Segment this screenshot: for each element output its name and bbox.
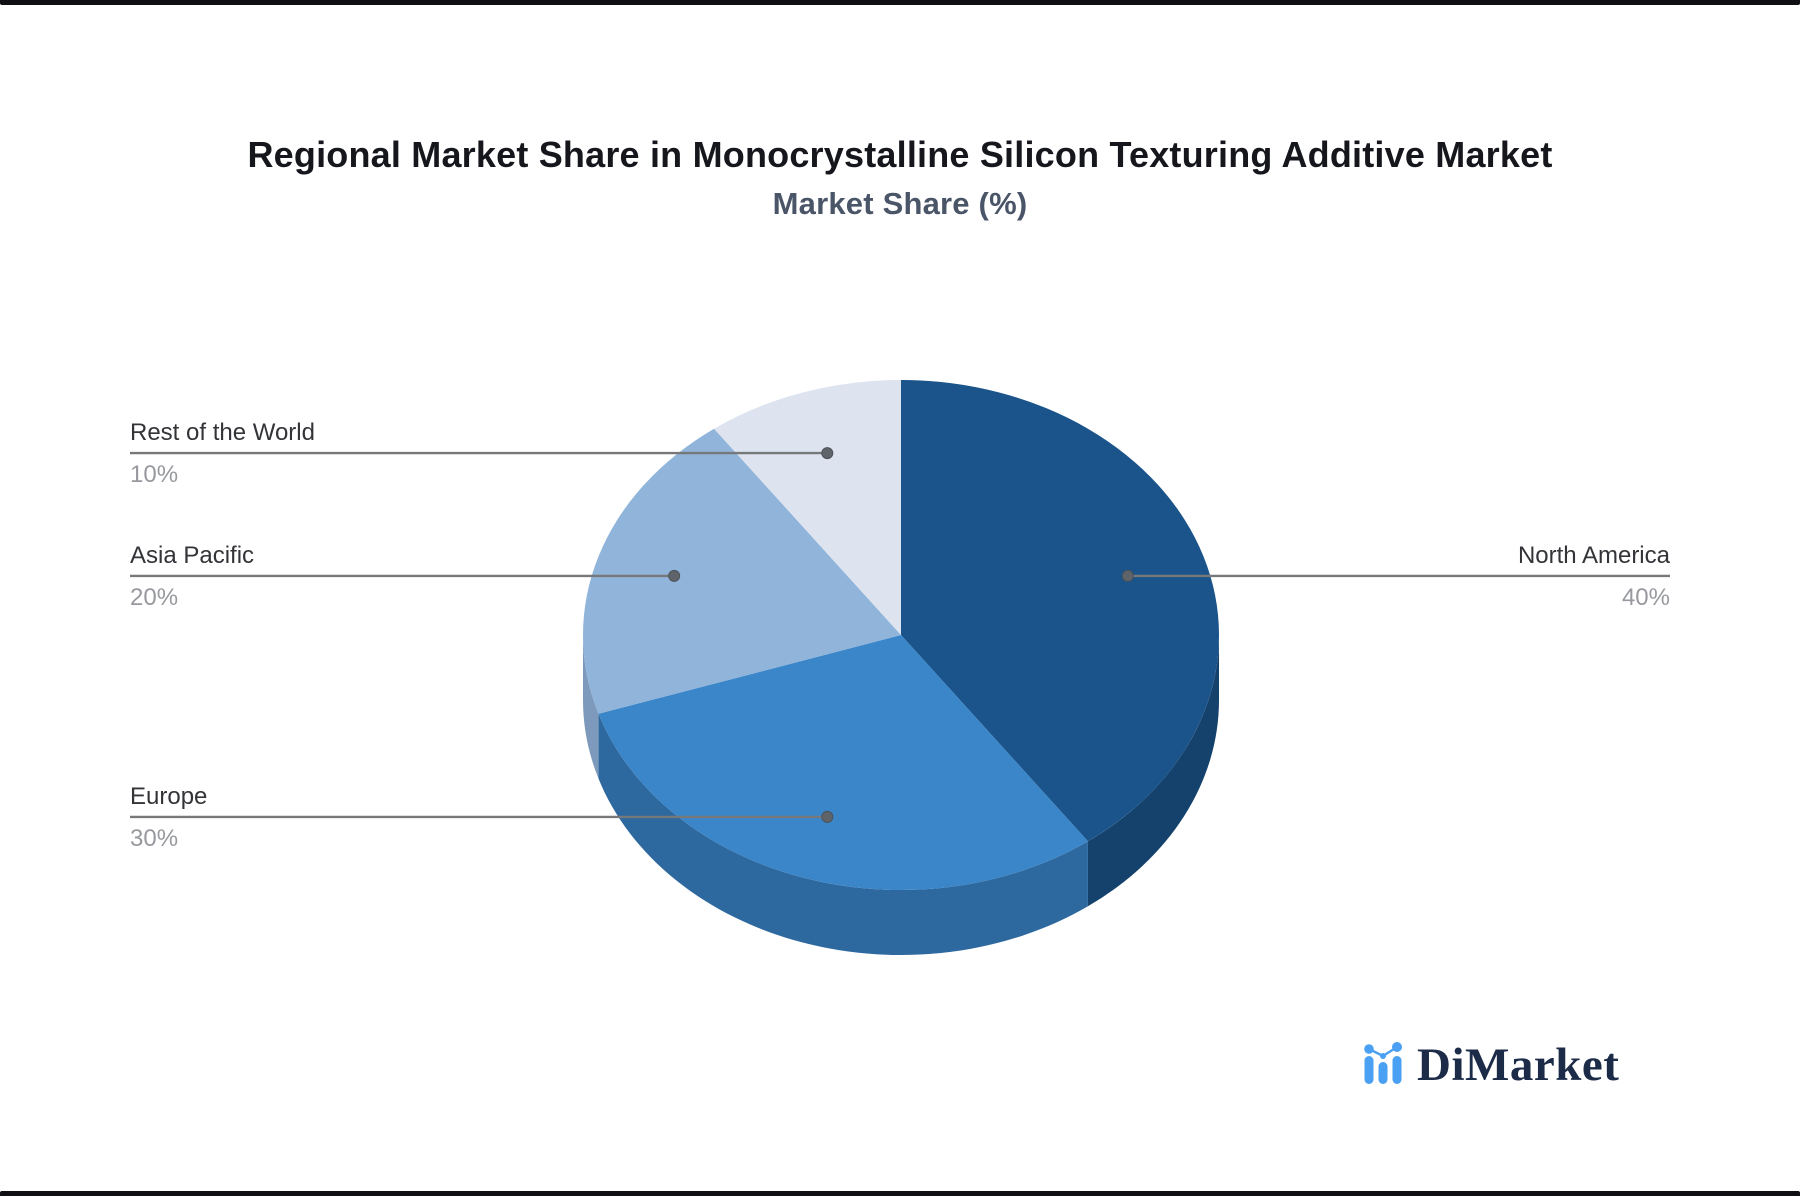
dimarket-logo-text: DiMarket [1417, 1039, 1620, 1091]
leader-dot-rest-of-the-world [821, 447, 834, 460]
logo-bar-2 [1378, 1062, 1388, 1084]
pie-slice-europe[interactable] [598, 635, 1088, 890]
window-frame-bottom [0, 1191, 1800, 1196]
slice-pct-europe: 30% [130, 824, 179, 852]
pie-slice-side-asia-pacific [583, 635, 599, 779]
slice-pct-asia-pacific: 20% [130, 583, 179, 611]
pie-slice-north-america[interactable] [901, 380, 1219, 842]
dimarket-logo: DiMarket [1363, 1032, 1620, 1091]
slice-label-asia-pacific: Asia Pacific [130, 541, 255, 569]
dimarket-logo-icon [1364, 1042, 1402, 1084]
leader-dot-asia-pacific [668, 569, 681, 582]
logo-bar-3 [1392, 1056, 1402, 1084]
pie-slice-side-europe [598, 713, 1088, 955]
leader-dot-europe [821, 810, 834, 823]
slice-pct-north-america: 40% [1621, 583, 1670, 611]
pie-slice-side-north-america [1087, 635, 1219, 907]
pie-slice-rest-of-the-world[interactable] [714, 380, 901, 635]
slice-label-rest-of-the-world: Rest of the World [130, 419, 315, 447]
slice-label-north-america: North America [1517, 541, 1670, 569]
slice-pct-rest-of-the-world: 10% [130, 461, 179, 489]
window-frame-top [0, 0, 1800, 5]
logo-bar-1 [1364, 1056, 1374, 1084]
logo-dot-left [1364, 1044, 1374, 1054]
chart-subtitle: Market Share (%) [772, 186, 1028, 221]
pie-slice-asia-pacific[interactable] [582, 428, 901, 714]
chart-title: Regional Market Share in Monocrystalline… [247, 134, 1553, 175]
leader-dot-north-america [1121, 569, 1134, 582]
slice-label-europe: Europe [130, 782, 208, 810]
logo-dot-middle [1380, 1053, 1386, 1059]
logo-dot-right [1392, 1042, 1402, 1052]
